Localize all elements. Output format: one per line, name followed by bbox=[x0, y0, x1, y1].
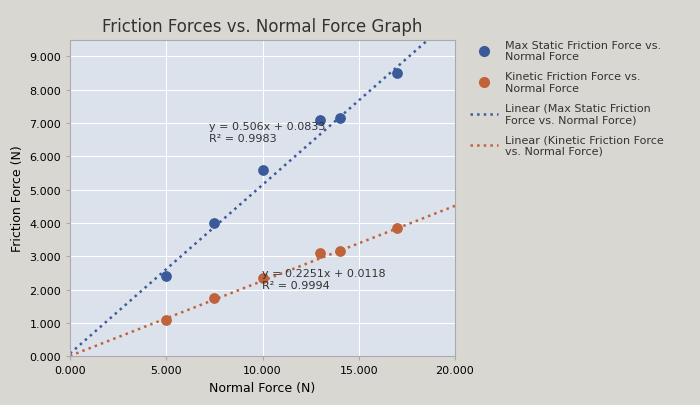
Point bbox=[315, 117, 326, 124]
X-axis label: Normal Force (N): Normal Force (N) bbox=[209, 381, 316, 394]
Point bbox=[257, 167, 268, 173]
Title: Friction Forces vs. Normal Force Graph: Friction Forces vs. Normal Force Graph bbox=[102, 18, 423, 36]
Y-axis label: Friction Force (N): Friction Force (N) bbox=[10, 145, 24, 252]
Legend: Max Static Friction Force vs.
Normal Force, Kinetic Friction Force vs.
Normal Fo: Max Static Friction Force vs. Normal For… bbox=[470, 40, 664, 157]
Point bbox=[209, 220, 220, 227]
Point bbox=[160, 273, 172, 280]
Text: y = 0.2251x + 0.0118
R² = 0.9994: y = 0.2251x + 0.0118 R² = 0.9994 bbox=[262, 268, 386, 290]
Point bbox=[315, 250, 326, 256]
Point bbox=[209, 295, 220, 301]
Point bbox=[334, 115, 345, 122]
Point bbox=[334, 248, 345, 255]
Point bbox=[392, 225, 403, 232]
Text: y = 0.506x + 0.0833
R² = 0.9983: y = 0.506x + 0.0833 R² = 0.9983 bbox=[209, 122, 325, 143]
Point bbox=[392, 70, 403, 77]
Point bbox=[257, 275, 268, 281]
Point bbox=[160, 317, 172, 323]
